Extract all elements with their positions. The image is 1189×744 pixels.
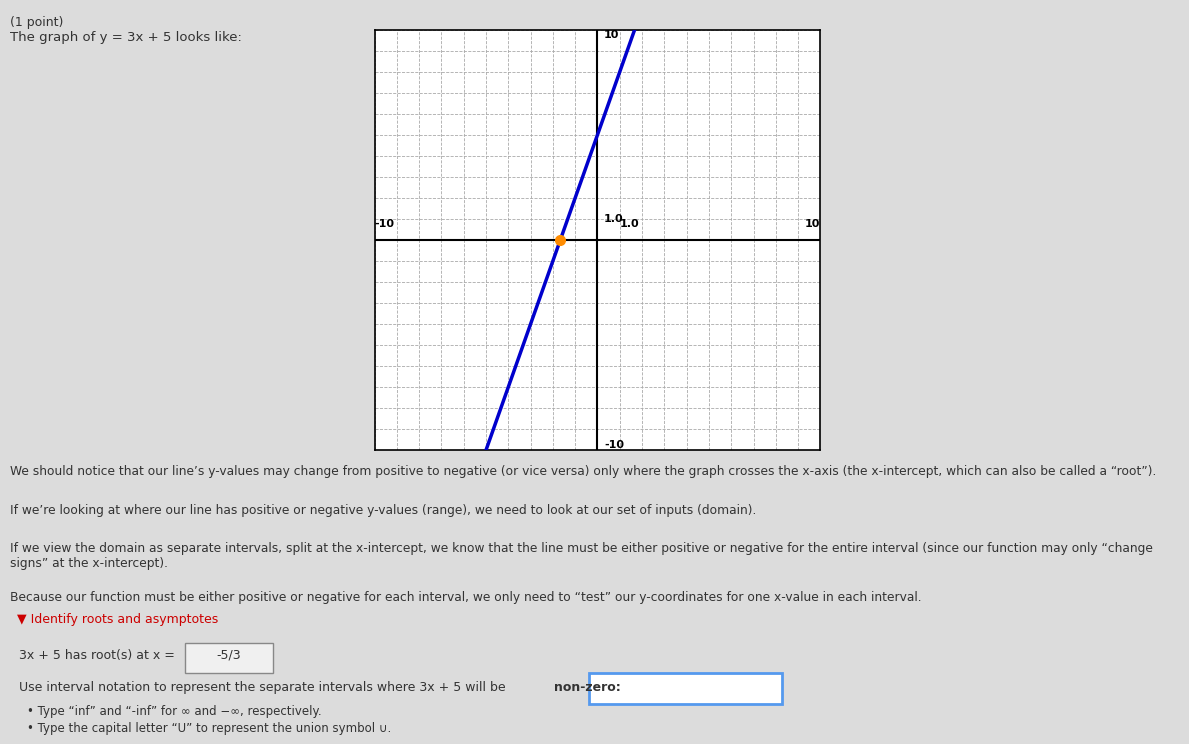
Text: If we’re looking at where our line has positive or negative y-values (range), we: If we’re looking at where our line has p…	[10, 504, 756, 517]
Text: The graph of y = 3x + 5 looks like:: The graph of y = 3x + 5 looks like:	[10, 31, 241, 44]
Text: -5/3: -5/3	[216, 649, 241, 661]
Text: If we view the domain as separate intervals, split at the x-intercept, we know t: If we view the domain as separate interv…	[10, 542, 1152, 570]
Text: • Type the capital letter “U” to represent the union symbol ∪.: • Type the capital letter “U” to represe…	[27, 722, 391, 735]
Text: • Type “inf” and “-inf” for ∞ and −∞, respectively.: • Type “inf” and “-inf” for ∞ and −∞, re…	[27, 705, 322, 718]
FancyBboxPatch shape	[185, 644, 272, 673]
Text: ▼ Identify roots and asymptotes: ▼ Identify roots and asymptotes	[17, 613, 218, 626]
Text: 1.0: 1.0	[604, 214, 624, 224]
Text: Because our function must be either positive or negative for each interval, we o: Because our function must be either posi…	[10, 591, 921, 604]
Text: Use interval notation to represent the separate intervals where 3x + 5 will be: Use interval notation to represent the s…	[19, 681, 510, 694]
Text: non-zero:: non-zero:	[554, 681, 621, 694]
Text: -10: -10	[604, 440, 624, 450]
Text: (1 point): (1 point)	[10, 16, 63, 29]
Text: 10: 10	[604, 30, 619, 39]
Text: 3x + 5 has root(s) at x =: 3x + 5 has root(s) at x =	[19, 649, 178, 661]
FancyBboxPatch shape	[589, 673, 781, 704]
Text: 10: 10	[805, 219, 820, 229]
Text: -10: -10	[375, 219, 395, 229]
Text: We should notice that our line’s y-values may change from positive to negative (: We should notice that our line’s y-value…	[10, 465, 1156, 478]
Text: 1.0: 1.0	[619, 219, 640, 229]
